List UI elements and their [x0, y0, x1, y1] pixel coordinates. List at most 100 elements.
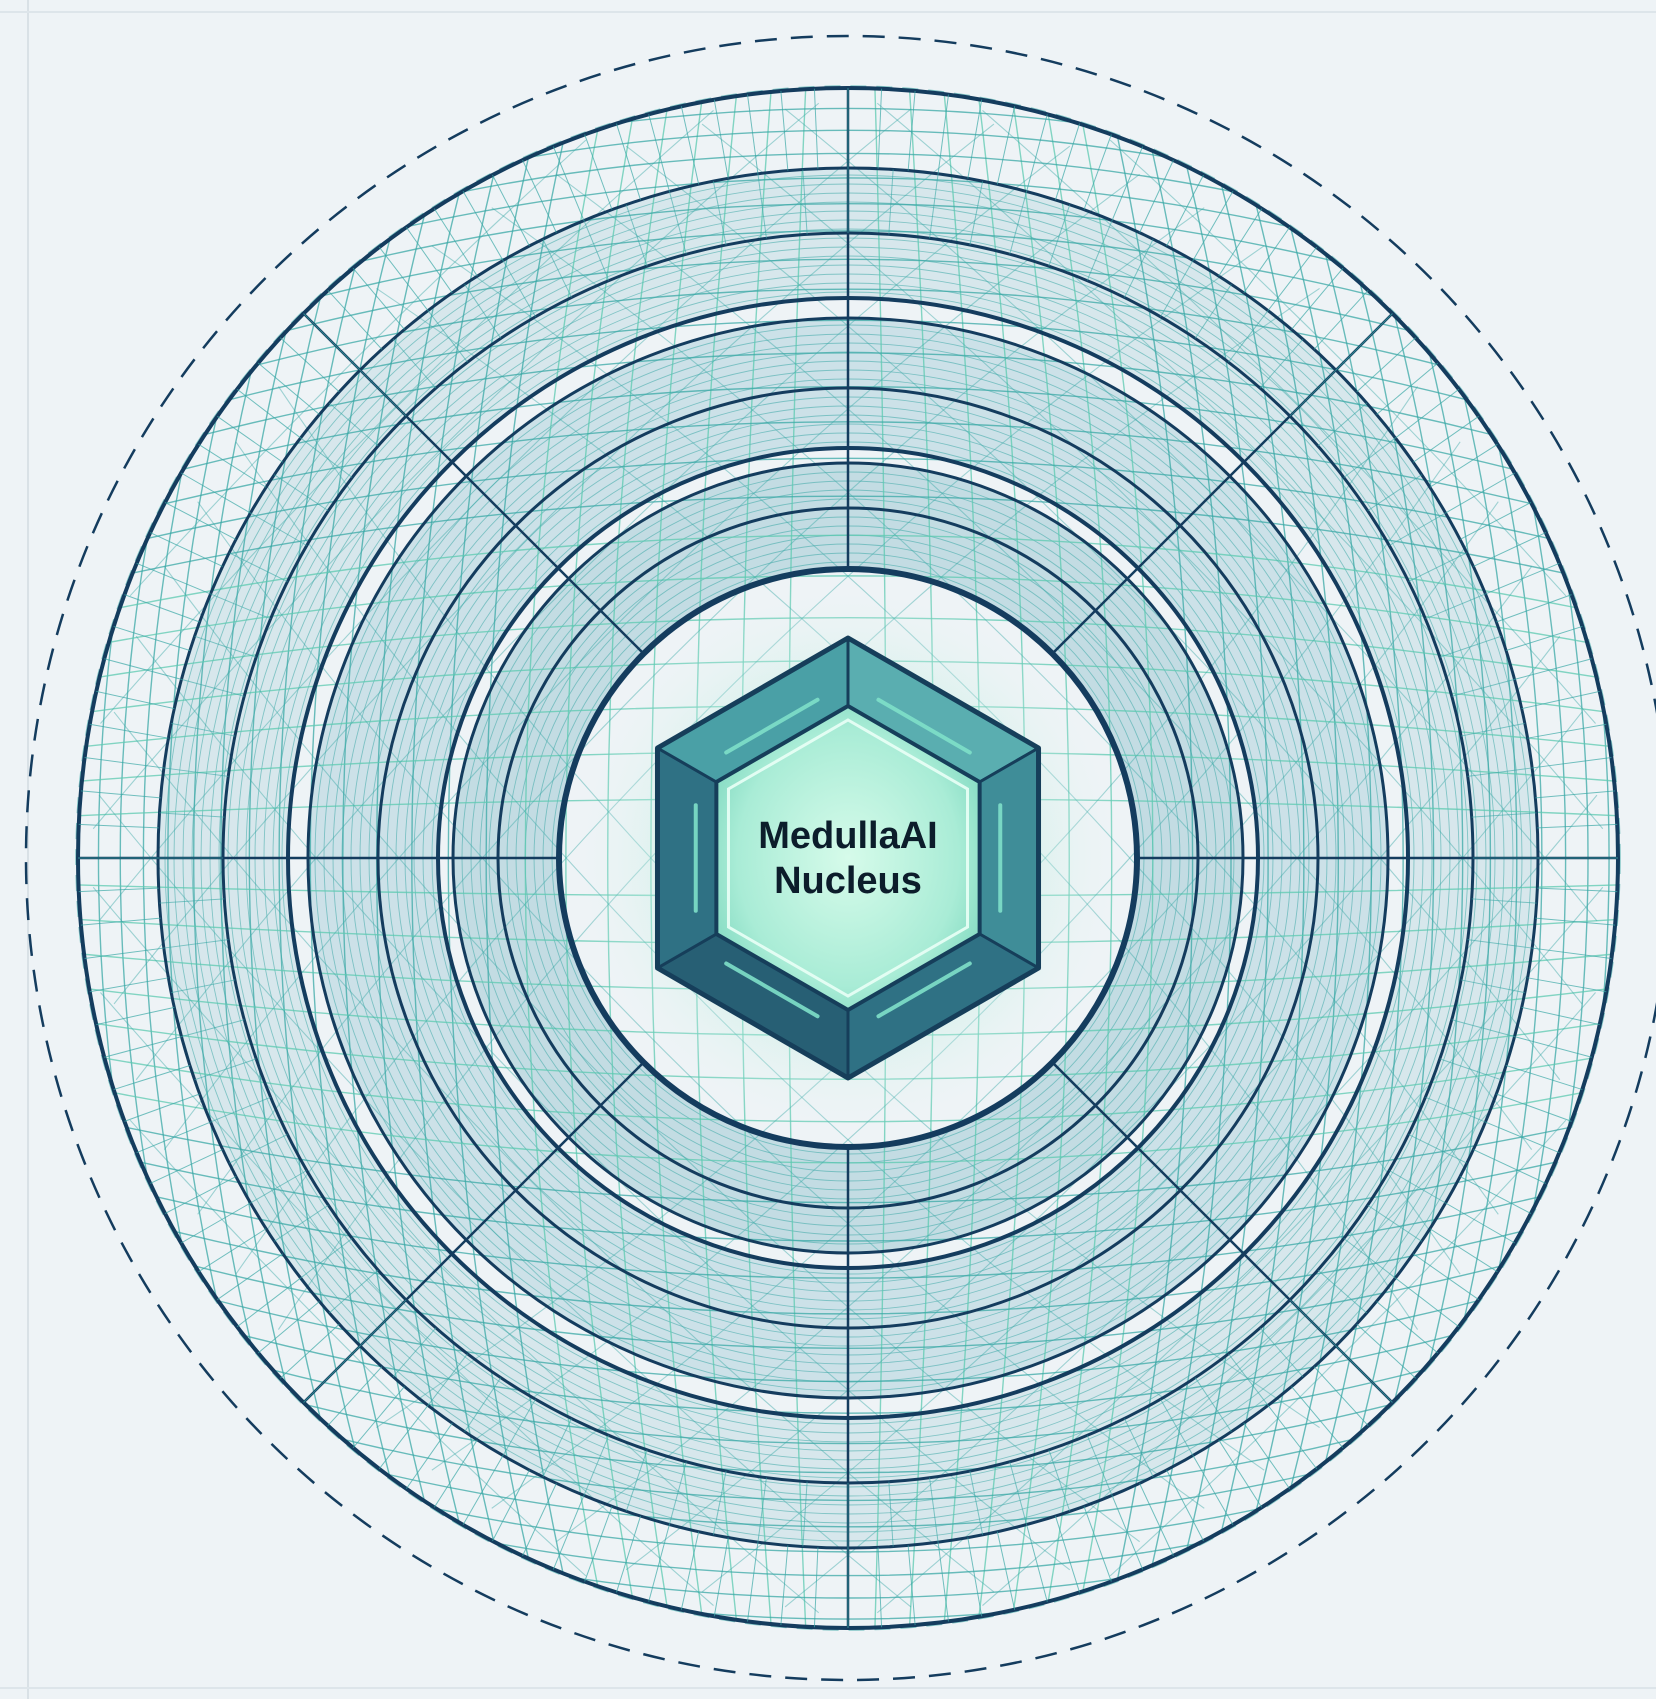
- outer-tick: [648, 1524, 670, 1602]
- outer-tick: [1139, 1483, 1174, 1557]
- outer-tick: [1055, 1515, 1081, 1593]
- mid-tick: [274, 474, 329, 512]
- mid-tick: [194, 1058, 257, 1081]
- outer-tick: [1376, 362, 1439, 415]
- outer-tick: [1505, 1065, 1583, 1091]
- mid-tick: [583, 220, 610, 281]
- mid-tick: [757, 173, 767, 239]
- ring-ticks: [78, 88, 1618, 1628]
- outer-tick: [1218, 1439, 1263, 1508]
- outer-tick: [303, 1345, 361, 1403]
- outer-tick: [149, 1149, 223, 1184]
- mid-tick: [969, 1470, 984, 1535]
- mid-tick: [328, 402, 379, 447]
- mid-tick: [668, 191, 687, 255]
- outer-tick: [780, 1545, 789, 1626]
- outer-tick: [584, 1506, 613, 1582]
- inner-boundary-ring: [558, 568, 1138, 1148]
- outer-tick: [1532, 947, 1612, 960]
- outer-tick: [552, 1495, 585, 1570]
- mid-tick: [464, 284, 502, 339]
- outer-tick: [1166, 1469, 1204, 1542]
- outer-tick: [1514, 1036, 1592, 1058]
- mid-tick: [1367, 1204, 1422, 1242]
- outer-tick: [713, 1537, 729, 1617]
- mid-tick: [210, 593, 271, 620]
- outer-tick: [1376, 1301, 1439, 1354]
- outer-tick: [124, 1093, 200, 1122]
- outer-tick: [813, 88, 819, 169]
- outer-tick: [1139, 159, 1174, 233]
- outer-tick: [180, 1202, 251, 1244]
- outer-tick: [1267, 1405, 1318, 1470]
- outer-tick: [967, 1537, 983, 1617]
- mid-tick: [1086, 1435, 1113, 1496]
- outer-tick: [279, 337, 340, 393]
- mid-tick: [210, 1096, 271, 1123]
- mid-tick: [1123, 1418, 1154, 1478]
- mid-tick: [802, 169, 808, 235]
- mid-tick: [194, 635, 257, 658]
- outer-tick: [1291, 1386, 1344, 1449]
- mid-tick: [1389, 1170, 1446, 1204]
- outer-tick: [136, 562, 211, 595]
- outer-tick: [104, 658, 182, 680]
- mid-tick: [427, 310, 468, 363]
- mid-tick: [1123, 238, 1154, 298]
- mid-tick: [888, 1481, 894, 1547]
- field-line-vertical: [565, 118, 634, 1598]
- outer-tick: [405, 1422, 453, 1490]
- outer-tick: [1459, 1176, 1532, 1214]
- mid-tick: [969, 181, 984, 246]
- label-line-1: MedullaAI: [758, 815, 937, 857]
- outer-tick: [1192, 1455, 1234, 1526]
- mid-tick: [712, 181, 727, 246]
- mid-tick: [1367, 474, 1422, 512]
- mid-tick: [1439, 635, 1502, 658]
- mid-tick: [1317, 1269, 1368, 1314]
- mid-tick: [1460, 722, 1525, 737]
- outer-tick: [1243, 226, 1291, 294]
- outer-tick: [327, 1366, 383, 1427]
- outer-tick: [967, 99, 983, 179]
- outer-tick: [149, 532, 223, 567]
- mid-tick: [1451, 1019, 1515, 1038]
- outer-tick: [164, 502, 237, 540]
- mid-tick: [1259, 338, 1304, 389]
- outer-tick: [1459, 502, 1532, 540]
- mid-tick: [228, 552, 288, 583]
- mid-tick: [1317, 402, 1368, 447]
- mid-tick: [274, 1204, 329, 1242]
- outer-tick: [1514, 658, 1592, 680]
- outer-tick: [1521, 690, 1600, 710]
- hex-bevel-face-2: [978, 746, 1041, 970]
- outer-tick: [713, 99, 729, 179]
- outer-tick: [164, 1176, 237, 1214]
- outer-tick: [1412, 1253, 1480, 1301]
- outer-tick: [1192, 190, 1234, 261]
- mid-tick: [1048, 204, 1071, 267]
- mid-tick: [228, 1133, 288, 1164]
- mid-tick: [542, 1418, 573, 1478]
- outer-tick: [907, 90, 916, 171]
- mid-tick: [1160, 1399, 1194, 1456]
- hex-light-slot: [724, 961, 820, 1019]
- outer-tick: [78, 823, 159, 829]
- outer-tick: [89, 723, 169, 739]
- outer-tick: [96, 1006, 175, 1026]
- outer-tick: [216, 415, 284, 463]
- mid-tick: [171, 979, 236, 994]
- outer-tick: [236, 388, 301, 439]
- mid-tick: [1460, 979, 1525, 994]
- outer-tick: [462, 1455, 504, 1526]
- hex-inner-highlight: [726, 718, 970, 998]
- mid-tick: [1343, 437, 1396, 478]
- outer-tick: [492, 174, 530, 247]
- mid-tick: [1471, 812, 1537, 818]
- outer-tick: [1356, 1323, 1417, 1379]
- mid-tick: [583, 1435, 610, 1496]
- hex-light-slot: [876, 697, 972, 755]
- outer-tick: [1521, 1006, 1600, 1026]
- mid-tick: [888, 169, 894, 235]
- outer-tick: [198, 1228, 267, 1273]
